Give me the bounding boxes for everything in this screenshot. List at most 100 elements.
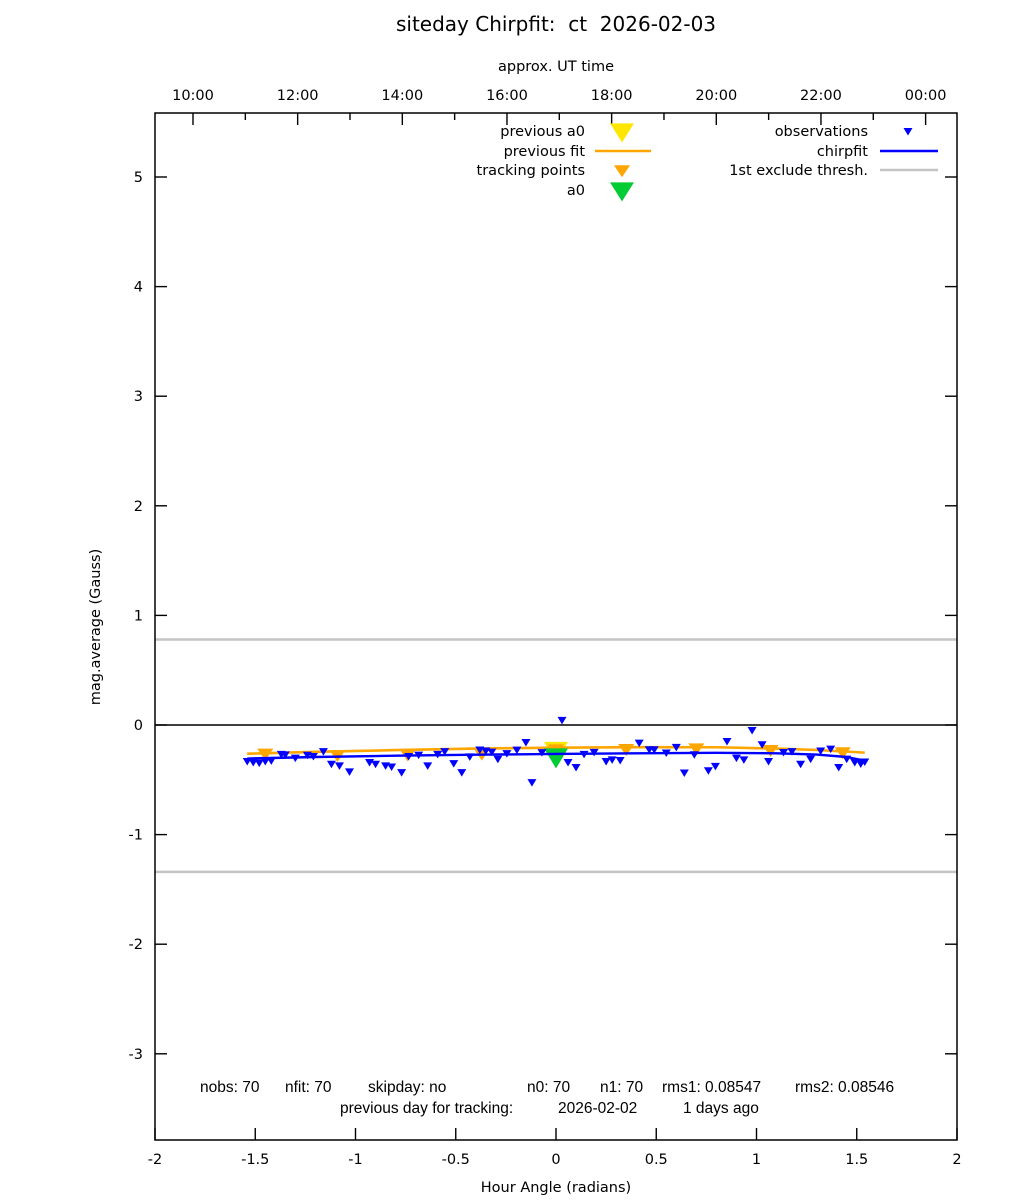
y-tick-label: 1 xyxy=(134,608,143,624)
x2-tick-label: 22:00 xyxy=(800,88,842,104)
legend-label: chirpfit xyxy=(817,144,868,160)
data-point-marker xyxy=(371,760,381,769)
data-point-marker xyxy=(266,757,276,765)
data-point-marker xyxy=(387,763,397,771)
legend-label: tracking points xyxy=(477,163,585,179)
data-point-marker xyxy=(440,748,450,756)
stats-item: previous day for tracking: xyxy=(340,1100,513,1117)
legend-marker xyxy=(614,165,630,178)
data-point-marker xyxy=(757,741,767,749)
data-point-marker xyxy=(326,760,336,769)
data-point-marker xyxy=(487,748,497,757)
data-point-marker xyxy=(834,747,851,760)
data-point-marker xyxy=(806,755,816,764)
x-tick-label: 1.5 xyxy=(845,1152,868,1168)
y-tick-label: -1 xyxy=(129,828,143,844)
legend-label: a0 xyxy=(567,183,585,199)
stats-item: nobs: 70 xyxy=(200,1079,260,1096)
data-point-marker xyxy=(834,763,844,772)
data-point-marker xyxy=(280,751,290,759)
series-line-chirpfit xyxy=(247,751,866,762)
data-point-marker xyxy=(527,779,537,787)
legend-marker xyxy=(610,123,634,143)
y-tick-label: 2 xyxy=(134,499,143,515)
legend-label: 1st exclude thresh. xyxy=(729,163,868,179)
data-point-marker xyxy=(457,769,467,777)
data-point-marker xyxy=(334,762,344,770)
stats-item: 2026-02-02 xyxy=(558,1100,637,1117)
series-points-a0 xyxy=(544,748,568,769)
data-point-marker xyxy=(747,726,757,735)
data-point-marker xyxy=(512,746,522,755)
stats-item: 1 days ago xyxy=(683,1100,759,1117)
data-point-marker xyxy=(607,756,617,764)
data-point-marker xyxy=(254,759,264,768)
data-point-marker xyxy=(649,746,659,754)
y-tick-label: 3 xyxy=(134,389,143,405)
exclude-threshold-lines xyxy=(155,638,957,874)
axis-ticks xyxy=(154,113,958,1140)
data-point-marker xyxy=(762,744,779,757)
x-tick-label: 1 xyxy=(752,1152,761,1168)
data-point-marker xyxy=(601,757,611,766)
data-point-marker xyxy=(679,769,689,777)
stats-item: skipday: no xyxy=(368,1079,446,1096)
data-point-marker xyxy=(688,743,705,756)
stats-text: nobs: 70 nfit: 70 skipday: no n0: 70 n1: 70 r… xyxy=(200,1079,894,1117)
data-point-marker xyxy=(826,745,836,754)
legend: previous a0 previous fit tracking points a0… xyxy=(477,123,938,202)
stats-item: n0: 70 xyxy=(527,1079,570,1096)
data-point-marker xyxy=(563,759,573,767)
data-point-marker xyxy=(618,743,635,756)
data-point-marker xyxy=(557,716,567,725)
x2-tick-label: 12:00 xyxy=(277,88,319,104)
y-tick-label: 5 xyxy=(134,170,143,186)
x2-tick-label: 00:00 xyxy=(905,88,947,104)
data-point-marker xyxy=(537,749,547,757)
data-point-marker xyxy=(671,743,681,752)
data-point-marker xyxy=(493,755,503,764)
x2-axis-label: approx. UT time xyxy=(498,59,614,75)
data-point-marker xyxy=(248,759,258,767)
stats-item: rms2: 0.08546 xyxy=(795,1079,894,1096)
data-point-marker xyxy=(397,769,407,777)
data-point-marker xyxy=(344,768,354,776)
plot-frame xyxy=(154,112,958,1141)
data-point-marker xyxy=(521,739,531,747)
legend-label: observations xyxy=(775,124,868,140)
data-point-marker xyxy=(739,756,749,764)
y-tick-label: 4 xyxy=(134,280,143,296)
data-point-marker xyxy=(318,748,328,756)
data-point-marker xyxy=(796,760,806,769)
x-tick-label: 2 xyxy=(952,1152,961,1168)
stats-item: rms1: 0.08547 xyxy=(662,1079,761,1096)
plot-border xyxy=(154,112,958,1141)
x2-tick-label: 16:00 xyxy=(486,88,528,104)
legend-label: previous fit xyxy=(504,144,586,160)
y-axis-label: mag.average (Gauss) xyxy=(88,549,104,706)
stats-item: n1: 70 xyxy=(600,1079,643,1096)
series-points-tracking-points xyxy=(257,743,851,763)
axis-tick-labels: 5 4 3 2 1 0 -1 -2 -3 -2 -1.5 -1 -0.5 0 0.5 1 1.5 2 10:00 12… xyxy=(129,88,962,1168)
data-point-marker xyxy=(257,748,274,761)
legend-label: previous a0 xyxy=(500,124,585,140)
x2-tick-label: 20:00 xyxy=(695,88,737,104)
x2-tick-label: 10:00 xyxy=(172,88,214,104)
data-point-marker xyxy=(544,748,568,769)
data-point-marker xyxy=(703,767,713,775)
data-series xyxy=(242,716,870,787)
legend-marker xyxy=(610,182,634,202)
x2-tick-label: 18:00 xyxy=(591,88,633,104)
data-point-marker xyxy=(634,739,644,748)
x-tick-label: -1 xyxy=(348,1152,362,1168)
x2-tick-label: 14:00 xyxy=(381,88,423,104)
stats-item: nfit: 70 xyxy=(285,1079,332,1096)
x-axis-label: Hour Angle (radians) xyxy=(481,1180,631,1196)
data-point-marker xyxy=(731,754,741,763)
data-point-marker xyxy=(260,757,270,766)
data-point-marker xyxy=(571,763,581,772)
y-tick-label: -3 xyxy=(129,1047,143,1063)
data-point-marker xyxy=(615,756,625,765)
chart-title: siteday Chirpfit: ct 2026-02-03 xyxy=(396,12,716,36)
